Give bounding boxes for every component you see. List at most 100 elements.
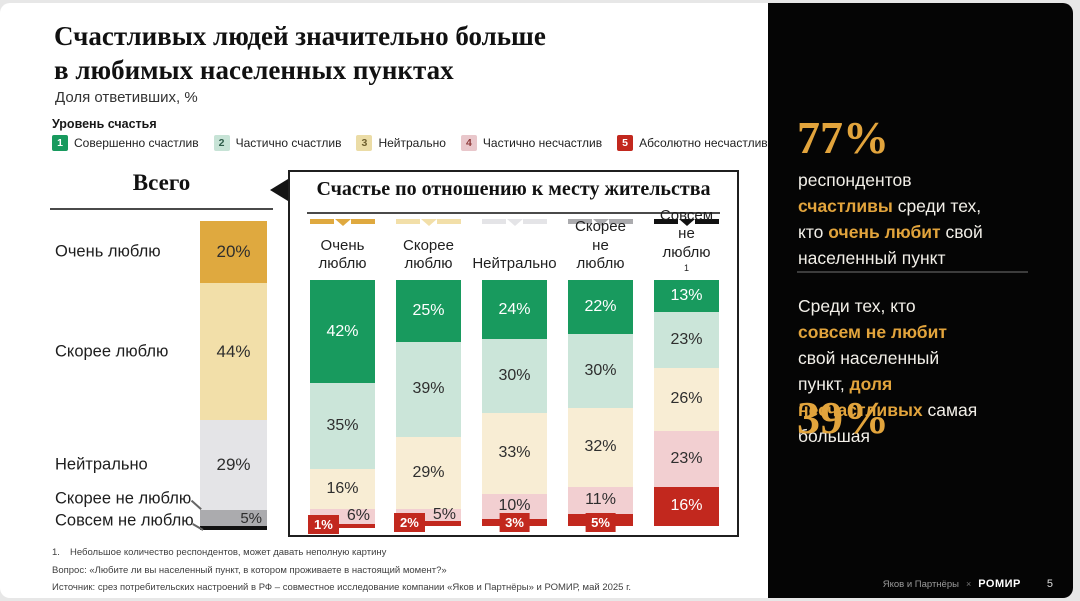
value-chip: 3%: [499, 512, 530, 532]
highlight: совсем не любит: [798, 322, 947, 342]
total-chart: Всего 20% 44% 29% 5%1% Очень люблю Скорее лю…: [50, 170, 273, 550]
segment-label: 35%: [326, 417, 359, 435]
detail-column: Скорее люблю 25% 39% 29% 5% 2%: [394, 172, 461, 535]
stacked-bar: 13% 23% 26% 23% 16%: [654, 280, 719, 526]
detail-box: Счастье по отношению к месту жительства …: [288, 170, 739, 537]
segment-label: 42%: [326, 322, 359, 340]
bar-segment: 39%: [396, 341, 461, 438]
highlight: доля несчастливых: [798, 374, 923, 420]
legend-label: Нейтрально: [378, 136, 446, 150]
column-marker: [482, 219, 547, 226]
legend-title: Уровень счастья: [52, 117, 157, 131]
bar-segment: 16%: [654, 487, 719, 526]
column-label: Скорее не люблю: [575, 217, 626, 273]
bar-segment: 24%: [482, 280, 547, 340]
stacked-bar: 24% 30% 33% 10% 3%: [482, 280, 547, 532]
segment-label: 6%: [346, 507, 370, 525]
segment-label: 29%: [216, 455, 251, 475]
legend-swatch: 2: [213, 135, 230, 151]
text-run: среди тех, кто: [798, 196, 982, 242]
footnote-1-number: 1.: [52, 547, 60, 558]
segment-label: 16%: [670, 497, 703, 515]
detail-column: Совсем не люблю 1 13% 23% 26% 23% 16%: [654, 172, 719, 535]
detail-column: Нейтрально 24% 30% 33% 10% 3%: [472, 172, 557, 535]
column-marker: [568, 219, 633, 226]
segment-label: 44%: [216, 341, 251, 361]
marker-notch-icon: [506, 219, 523, 226]
bar-segment: 26%: [654, 367, 719, 431]
bar-segment: 32%: [568, 407, 633, 487]
bar-segment: 29%: [396, 437, 461, 509]
bar-segment: 25%: [396, 280, 461, 342]
stacked-bar: 25% 39% 29% 5% 2%: [394, 280, 461, 532]
callout-arrow: [270, 179, 288, 201]
text-run: свой населенный пункт,: [798, 348, 940, 394]
panel-divider: [797, 271, 1028, 273]
stacked-bar: 22% 30% 32% 11% 5%: [568, 280, 633, 532]
bar-segment: 2%: [394, 512, 461, 532]
page-title-line2: в любимых населенных пунктах: [54, 55, 454, 85]
footnote-1: 1. Небольшое количество респондентов, мож…: [52, 547, 386, 558]
legend-item: 3 Нейтрально: [356, 135, 446, 151]
text-run: свой населенный пункт: [798, 222, 983, 268]
column-label: Нейтрально: [472, 255, 557, 273]
footnote-source: Источник: срез потребительских настроени…: [52, 582, 632, 593]
detail-column: Очень люблю 42% 35% 16% 6% 1%: [308, 172, 375, 535]
segment-label: 23%: [670, 449, 703, 467]
bar-segment: 20%: [200, 221, 267, 284]
legend-label: Частично несчастлив: [482, 136, 603, 150]
legend-swatch: 3: [356, 135, 373, 151]
column-marker: [310, 219, 375, 226]
subtitle: Доля ответивших, %: [55, 89, 198, 106]
detail-column: Скорее не люблю 22% 30% 32% 11% 5%: [568, 172, 633, 535]
marker-notch-icon: [678, 219, 695, 226]
row-label: Скорее люблю: [55, 342, 169, 361]
marker-notch-icon: [420, 219, 437, 226]
column-label: Очень люблю: [318, 236, 367, 273]
brand-row: Яков и Партнёры × РОМИР 5: [788, 578, 1053, 590]
bar-segment: 5%: [568, 512, 633, 532]
total-chart-title: Всего: [132, 170, 191, 195]
segment-label: 5%: [432, 505, 456, 523]
text-run: Среди тех, кто: [798, 296, 916, 316]
segment-label: 29%: [412, 464, 445, 482]
stacked-bar: 42% 35% 16% 6% 1%: [308, 280, 375, 534]
legend-item: 5 Абсолютно несчастлив: [617, 135, 768, 151]
segment-label: 39%: [412, 380, 445, 398]
row-label: Скорее не люблю: [55, 489, 192, 508]
segment-label: 24%: [498, 300, 531, 318]
segment-label: 5%: [240, 509, 262, 527]
detail-box-title: Счастье по отношению к месту жительства: [316, 178, 711, 200]
bar-segment: 35%: [310, 383, 375, 470]
stat2-value: 39%: [797, 392, 889, 443]
bar-segment: 5%: [200, 509, 267, 527]
bar-segment: 11%: [568, 486, 633, 514]
segment-label: 30%: [584, 362, 617, 379]
row-label: Совсем не люблю: [55, 511, 194, 530]
segment-label: 10%: [498, 497, 531, 515]
column-label: Скорее люблю: [403, 236, 454, 273]
segment-label: 33%: [498, 444, 531, 462]
segment-label: 22%: [584, 298, 617, 316]
bar-segment: 23%: [654, 311, 719, 368]
segment-label: 16%: [326, 480, 359, 498]
legend-swatch: 4: [460, 135, 477, 151]
bar-segment: 23%: [654, 430, 719, 487]
bar-segment: 42%: [310, 280, 375, 384]
legend-label: Частично счастлив: [235, 136, 342, 150]
page-number: 5: [1046, 578, 1053, 590]
bar-segment: 13%: [654, 280, 719, 312]
column-marker: [396, 219, 461, 226]
bar-segment: 30%: [482, 339, 547, 413]
page-title: Счастливых людей значительно больше в лю…: [54, 19, 546, 87]
footnote-question: Вопрос: «Любите ли вы населенный пункт, …: [52, 565, 447, 576]
value-chip: 2%: [394, 512, 425, 532]
row-label: Нейтрально: [55, 455, 148, 474]
segment-label: 26%: [670, 390, 703, 408]
segment-label: 13%: [670, 286, 703, 304]
total-chart-rule: [50, 208, 273, 210]
bar-segment: 10%: [482, 494, 547, 519]
text-run: самая большая: [798, 400, 978, 446]
total-bar: 20% 44% 29% 5%1%: [200, 221, 267, 530]
segment-label: 11%: [585, 491, 616, 509]
